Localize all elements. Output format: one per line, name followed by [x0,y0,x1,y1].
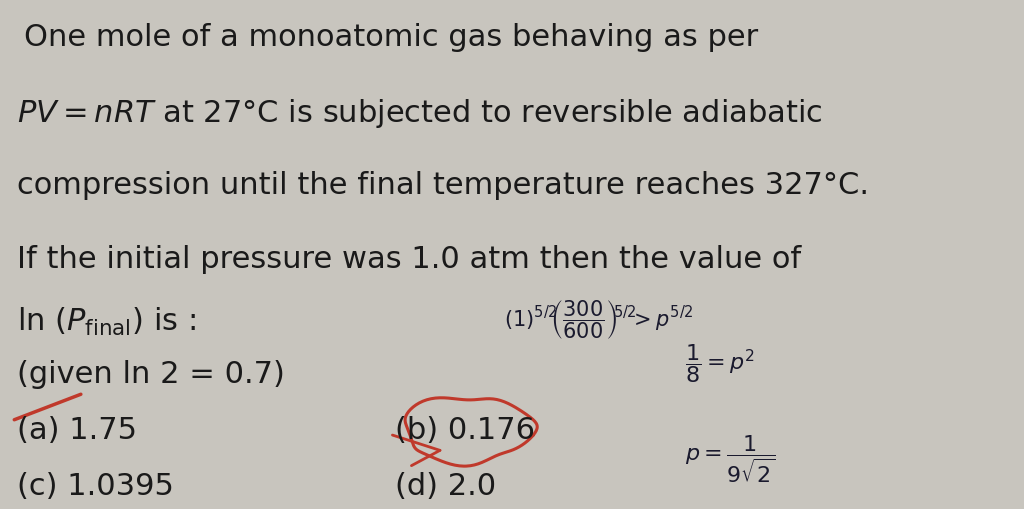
Text: $PV = nRT$ at 27°C is subjected to reversible adiabatic: $PV = nRT$ at 27°C is subjected to rever… [17,97,822,130]
Text: If the initial pressure was 1.0 atm then the value of: If the initial pressure was 1.0 atm then… [17,244,801,273]
Text: (d) 2.0: (d) 2.0 [395,471,496,500]
Text: $(1)^{5/2}\!\!\left(\dfrac{300}{600}\right)^{\!\!5/2}\!\!>p^{5/2}$: $(1)^{5/2}\!\!\left(\dfrac{300}{600}\rig… [504,298,693,341]
Text: ln $(P_{\mathrm{final}})$ is :: ln $(P_{\mathrm{final}})$ is : [17,305,197,337]
Text: (c) 1.0395: (c) 1.0395 [17,471,174,500]
Text: $\dfrac{1}{8} = p^2$: $\dfrac{1}{8} = p^2$ [685,341,755,384]
Text: One mole of a monoatomic gas behaving as per: One mole of a monoatomic gas behaving as… [24,23,758,52]
Text: (b) 0.176: (b) 0.176 [395,415,535,444]
Text: $p = \dfrac{1}{9\sqrt{2}}$: $p = \dfrac{1}{9\sqrt{2}}$ [685,433,775,484]
Text: (given ln 2 = 0.7): (given ln 2 = 0.7) [17,359,285,388]
Text: (a) 1.75: (a) 1.75 [17,415,137,444]
Text: compression until the final temperature reaches 327°C.: compression until the final temperature … [17,171,869,200]
